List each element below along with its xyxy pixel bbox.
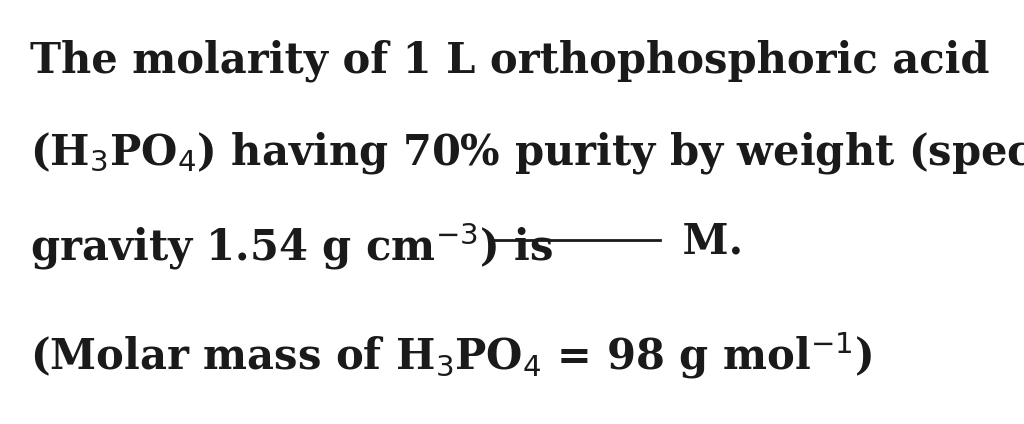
Text: The molarity of 1 L orthophosphoric acid: The molarity of 1 L orthophosphoric acid: [30, 40, 989, 83]
Text: M.: M.: [668, 220, 743, 262]
Text: (Molar mass of H$_3$PO$_4$ = 98 g mol$^{-1}$): (Molar mass of H$_3$PO$_4$ = 98 g mol$^{…: [30, 330, 872, 381]
Text: gravity 1.54 g cm$^{-3}$) is: gravity 1.54 g cm$^{-3}$) is: [30, 220, 553, 271]
Text: (H$_3$PO$_4$) having 70% purity by weight (specific: (H$_3$PO$_4$) having 70% purity by weigh…: [30, 130, 1024, 176]
